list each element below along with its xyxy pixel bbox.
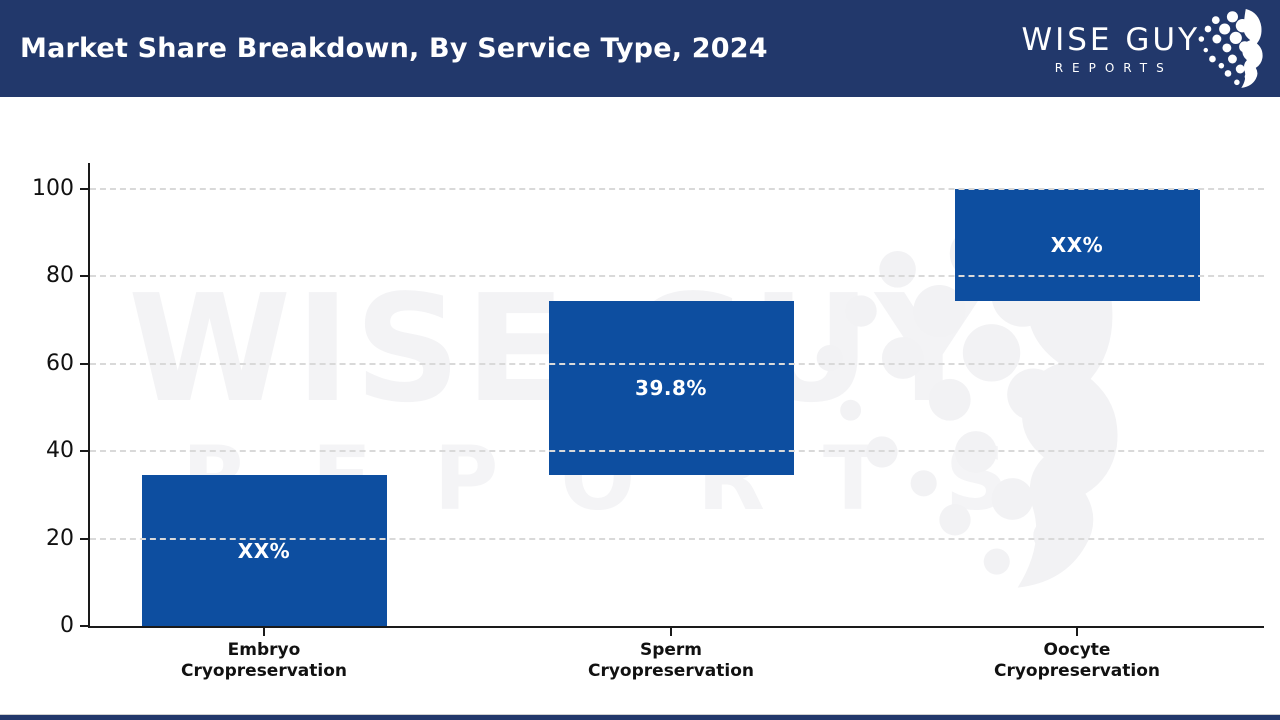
y-tick-mark xyxy=(80,450,88,452)
bar-value-label: 39.8% xyxy=(635,376,707,400)
gridline-40 xyxy=(90,450,1264,452)
category-label-sperm: Sperm Cryopreservation xyxy=(511,640,831,682)
gridline-20 xyxy=(90,537,1264,540)
header-bar: Market Share Breakdown, By Service Type,… xyxy=(0,0,1280,97)
x-tick-mark xyxy=(1076,628,1078,636)
y-tick-label: 0 xyxy=(60,613,74,638)
wiseguy-logo: WISE GUY REPORTS xyxy=(1021,9,1280,89)
x-tick-mark xyxy=(670,628,672,636)
y-tick-label: 40 xyxy=(46,438,74,463)
category-line1: Sperm xyxy=(639,640,703,660)
chart-area: WISE GUY REPORTS 0 20 40 60 80 100 XX% 39.8% XX%… xyxy=(0,97,1280,714)
category-line1: Oocyte xyxy=(1043,640,1111,660)
y-tick-label: 20 xyxy=(46,525,74,551)
x-axis-line xyxy=(88,626,1264,628)
gridline-80 xyxy=(90,275,1264,277)
y-tick-mark xyxy=(80,362,88,365)
y-tick-label: 60 xyxy=(46,350,74,376)
bar-sperm: 39.8% xyxy=(548,300,794,476)
bar-value-label: XX% xyxy=(1050,232,1104,257)
y-tick-mark xyxy=(80,275,88,277)
bar-embryo: XX% xyxy=(141,475,387,626)
logo-brand-label: WISE GUY xyxy=(1021,22,1200,58)
gridline-100 xyxy=(90,187,1264,190)
x-tick-mark xyxy=(263,628,265,636)
logo-sub-label: REPORTS xyxy=(1054,61,1173,75)
gridline-60 xyxy=(90,362,1264,365)
plot-region: 0 20 40 60 80 100 XX% 39.8% XX% Embryo Cryopreserv… xyxy=(0,97,1280,714)
bar-value-label: XX% xyxy=(237,538,291,563)
logo-text: WISE GUY REPORTS xyxy=(1021,22,1200,75)
footer-bar xyxy=(0,714,1280,720)
category-line2: Cryopreservation xyxy=(587,661,755,681)
category-line1: Embryo xyxy=(227,640,301,660)
y-tick-mark xyxy=(80,537,88,540)
bar-oocyte: XX% xyxy=(954,188,1200,301)
category-label-embryo: Embryo Cryopreservation xyxy=(104,640,424,682)
category-label-oocyte: Oocyte Cryopreservation xyxy=(917,640,1237,682)
y-tick-label: 80 xyxy=(46,263,74,288)
category-line2: Cryopreservation xyxy=(180,661,348,681)
page-title: Market Share Breakdown, By Service Type,… xyxy=(20,33,768,64)
y-axis-line xyxy=(88,163,90,628)
y-tick-mark xyxy=(80,187,88,190)
y-tick-label: 100 xyxy=(32,175,74,201)
category-line2: Cryopreservation xyxy=(993,661,1161,681)
y-tick-mark xyxy=(80,625,88,627)
